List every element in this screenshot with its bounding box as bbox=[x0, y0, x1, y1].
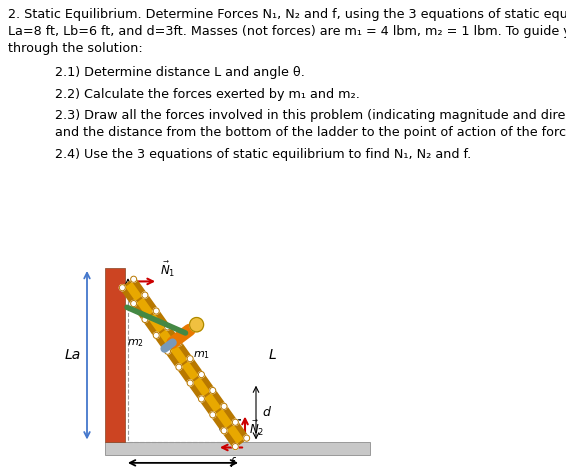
Text: $\vec{N}_2$: $\vec{N}_2$ bbox=[249, 418, 264, 438]
Text: La=8 ft, Lb=6 ft, and d=3ft. Masses (not forces) are m₁ = 4 lbm, m₂ = 1 lbm. To : La=8 ft, Lb=6 ft, and d=3ft. Masses (not… bbox=[8, 25, 566, 38]
Circle shape bbox=[243, 435, 250, 441]
Circle shape bbox=[187, 380, 193, 386]
Circle shape bbox=[221, 428, 227, 434]
Polygon shape bbox=[122, 279, 247, 446]
Circle shape bbox=[176, 340, 182, 346]
Circle shape bbox=[142, 316, 148, 322]
Circle shape bbox=[165, 324, 170, 330]
Circle shape bbox=[131, 276, 136, 282]
Circle shape bbox=[119, 285, 125, 291]
Text: through the solution:: through the solution: bbox=[8, 42, 143, 55]
Circle shape bbox=[153, 308, 159, 314]
Text: and the distance from the bottom of the ladder to the point of action of the for: and the distance from the bottom of the … bbox=[55, 126, 566, 139]
Circle shape bbox=[199, 396, 204, 402]
Text: L: L bbox=[269, 348, 277, 362]
Circle shape bbox=[142, 292, 148, 298]
Text: f: f bbox=[229, 457, 233, 468]
Text: $m_1$: $m_1$ bbox=[193, 350, 210, 361]
Text: $\vec{N}_1$: $\vec{N}_1$ bbox=[160, 260, 175, 279]
Circle shape bbox=[176, 364, 182, 370]
Text: 2.3) Draw all the forces involved in this problem (indicating magnitude and dire: 2.3) Draw all the forces involved in thi… bbox=[55, 110, 566, 123]
Bar bbox=[105, 268, 125, 442]
Circle shape bbox=[233, 444, 238, 450]
Circle shape bbox=[210, 388, 216, 394]
Circle shape bbox=[187, 356, 193, 362]
Bar bbox=[105, 442, 370, 455]
Circle shape bbox=[210, 412, 216, 418]
Circle shape bbox=[221, 403, 227, 410]
Circle shape bbox=[153, 332, 159, 338]
Circle shape bbox=[190, 317, 204, 332]
Circle shape bbox=[233, 419, 238, 425]
Text: $m_2$: $m_2$ bbox=[127, 337, 144, 349]
Circle shape bbox=[199, 372, 204, 378]
Text: $\theta$: $\theta$ bbox=[218, 421, 228, 435]
Circle shape bbox=[131, 300, 136, 307]
Circle shape bbox=[165, 348, 170, 354]
Text: 2.4) Use the 3 equations of static equilibrium to find N₁, N₂ and f.: 2.4) Use the 3 equations of static equil… bbox=[55, 148, 471, 161]
Text: 2.1) Determine distance L and angle θ.: 2.1) Determine distance L and angle θ. bbox=[55, 66, 305, 79]
Text: La: La bbox=[65, 348, 81, 362]
Text: 2.2) Calculate the forces exerted by m₁ and m₂.: 2.2) Calculate the forces exerted by m₁ … bbox=[55, 88, 360, 101]
Text: 2. Static Equilibrium. Determine Forces N₁, N₂ and f, using the 3 equations of s: 2. Static Equilibrium. Determine Forces … bbox=[8, 8, 566, 21]
Text: d: d bbox=[262, 406, 270, 419]
